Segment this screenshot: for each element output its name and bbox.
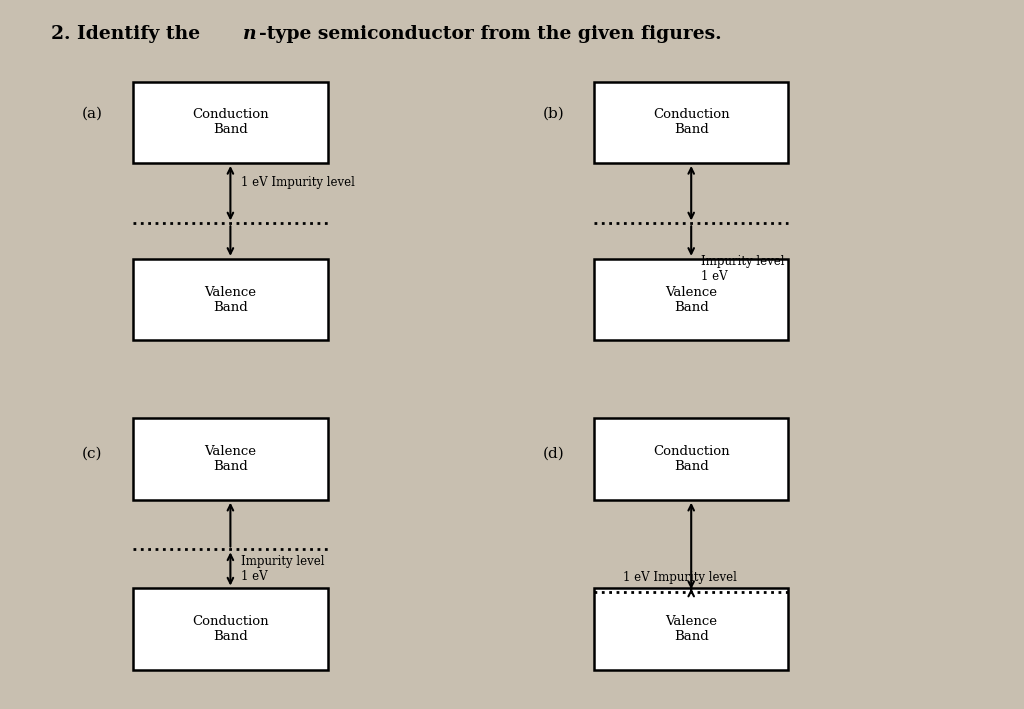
- Bar: [594, 82, 788, 163]
- Bar: [133, 588, 328, 670]
- Text: 1 eV Impurity level: 1 eV Impurity level: [623, 571, 737, 584]
- Text: (b): (b): [543, 106, 564, 121]
- Bar: [594, 259, 788, 340]
- Text: Valence
Band: Valence Band: [666, 615, 717, 643]
- Text: Conduction
Band: Conduction Band: [653, 445, 729, 473]
- Text: Valence
Band: Valence Band: [205, 445, 256, 473]
- Text: (c): (c): [82, 447, 102, 461]
- Text: (a): (a): [82, 106, 103, 121]
- Text: Conduction
Band: Conduction Band: [653, 108, 729, 136]
- Bar: [594, 418, 788, 500]
- Bar: [594, 588, 788, 670]
- Text: Conduction
Band: Conduction Band: [193, 615, 268, 643]
- Text: Impurity level
1 eV: Impurity level 1 eV: [700, 255, 784, 283]
- Bar: [133, 82, 328, 163]
- Text: Conduction
Band: Conduction Band: [193, 108, 268, 136]
- Bar: [133, 418, 328, 500]
- Bar: [133, 259, 328, 340]
- Text: n: n: [243, 25, 256, 43]
- Text: 1 eV Impurity level: 1 eV Impurity level: [241, 176, 354, 189]
- Text: Valence
Band: Valence Band: [205, 286, 256, 313]
- Text: 2. Identify the: 2. Identify the: [51, 25, 207, 43]
- Text: Impurity level
1 eV: Impurity level 1 eV: [241, 555, 325, 583]
- Text: (d): (d): [543, 447, 564, 461]
- Text: -type semiconductor from the given figures.: -type semiconductor from the given figur…: [259, 25, 722, 43]
- Text: Valence
Band: Valence Band: [666, 286, 717, 313]
